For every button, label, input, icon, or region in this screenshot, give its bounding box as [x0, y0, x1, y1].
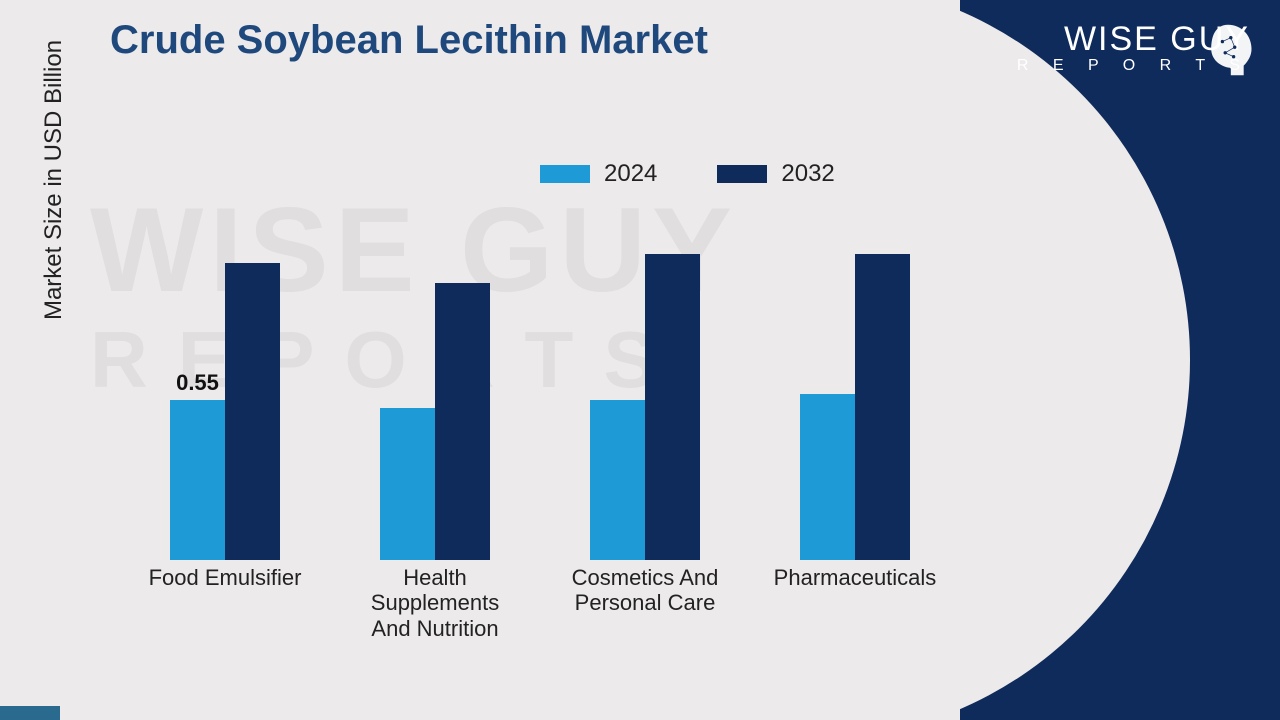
value-label: 0.55: [176, 370, 219, 396]
bar-2024: [380, 408, 435, 560]
y-axis-label: Market Size in USD Billion: [40, 0, 68, 380]
x-label: Pharmaceuticals: [750, 565, 960, 641]
bar-2032: [855, 254, 910, 560]
legend-item-2032: 2032: [717, 160, 834, 188]
x-label: Cosmetics And Personal Care: [540, 565, 750, 641]
x-label: Health Supplements And Nutrition: [330, 565, 540, 641]
plot-area: 0.55: [120, 210, 960, 560]
legend: 2024 2032: [540, 160, 835, 188]
chart-title: Crude Soybean Lecithin Market: [110, 18, 708, 63]
bar-2024: [170, 400, 225, 560]
legend-label-2024: 2024: [604, 160, 657, 188]
footer-accent: [0, 706, 60, 720]
x-axis-labels: Food EmulsifierHealth Supplements And Nu…: [120, 565, 960, 641]
brand-logo: WISE GUY R E P O R T S: [1017, 20, 1250, 75]
bar-2032: [435, 283, 490, 560]
bar-2032: [225, 263, 280, 561]
legend-label-2032: 2032: [781, 160, 834, 188]
bar-2024: [590, 400, 645, 560]
brand-panel: [960, 0, 1280, 720]
legend-swatch-2024: [540, 165, 590, 183]
legend-swatch-2032: [717, 165, 767, 183]
legend-item-2024: 2024: [540, 160, 657, 188]
stage: WISE GUY R E P O R T S Crude Soybean Lec…: [0, 0, 1280, 720]
brand-head-icon: [1200, 22, 1256, 78]
x-label: Food Emulsifier: [120, 565, 330, 641]
bar-2032: [645, 254, 700, 560]
bar-2024: [800, 394, 855, 560]
